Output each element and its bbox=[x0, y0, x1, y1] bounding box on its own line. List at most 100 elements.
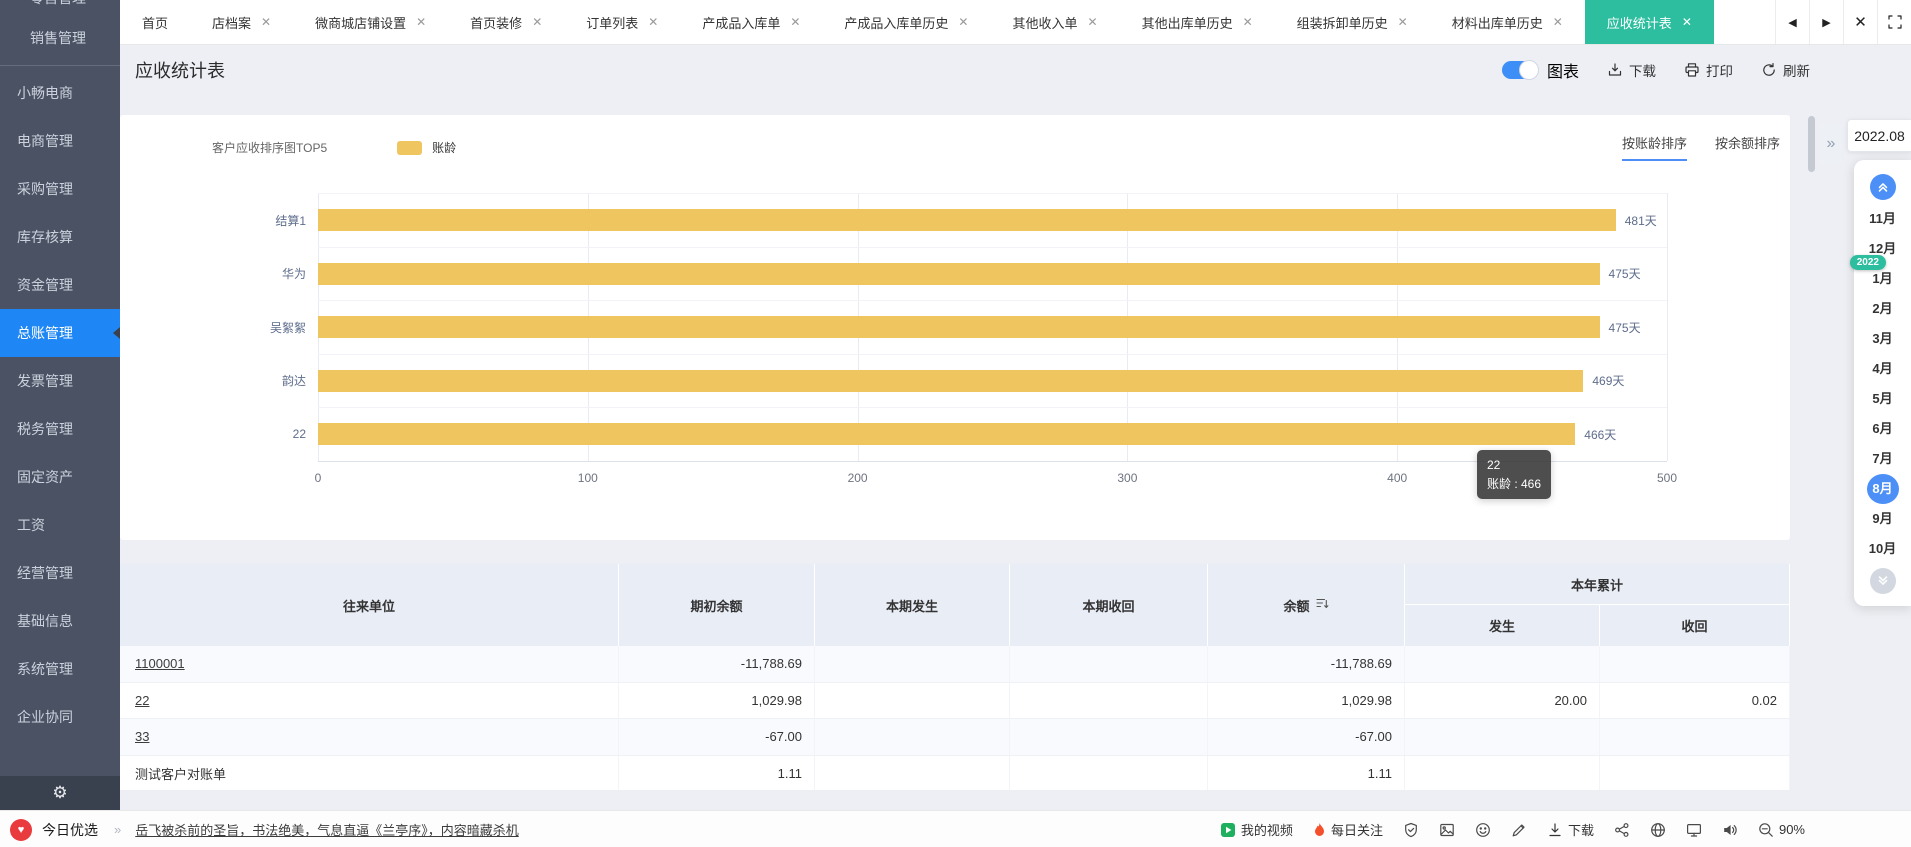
bar-22[interactable] bbox=[318, 423, 1576, 446]
sidebar-item-零售管理[interactable]: 零售管理 bbox=[0, 0, 120, 14]
bar-结算1[interactable] bbox=[318, 209, 1616, 231]
sidebar-footer[interactable]: ⚙ bbox=[0, 776, 120, 810]
col-header-ytd-recovered[interactable]: 收回 bbox=[1600, 605, 1790, 646]
sidebar-item-销售管理[interactable]: 销售管理 bbox=[0, 14, 120, 62]
tab-产成品入库单[interactable]: 产成品入库单 ✕ bbox=[680, 0, 822, 44]
tab-close-icon[interactable]: ✕ bbox=[416, 15, 427, 29]
sidebar-item-电商管理[interactable]: 电商管理 bbox=[0, 117, 120, 165]
sidebar-item-小畅电商[interactable]: 小畅电商 bbox=[0, 69, 120, 117]
shield-button[interactable] bbox=[1403, 822, 1419, 838]
sidebar-item-固定资产[interactable]: 固定资产 bbox=[0, 453, 120, 501]
legend-swatch[interactable] bbox=[397, 140, 423, 155]
emoji-button[interactable] bbox=[1475, 822, 1491, 838]
sidebar-item-企业协同[interactable]: 企业协同 bbox=[0, 693, 120, 741]
sidebar-item-总账管理[interactable]: 总账管理 bbox=[0, 309, 120, 357]
heart-icon[interactable]: ♥ bbox=[10, 818, 32, 841]
zoom-out-item[interactable]: 90% bbox=[1758, 822, 1805, 838]
tab-其他收入单[interactable]: 其他收入单 ✕ bbox=[990, 0, 1119, 44]
month-11月[interactable]: 11月 bbox=[1869, 211, 1896, 226]
tab-店档案[interactable]: 店档案 ✕ bbox=[190, 0, 293, 44]
news-headline-link[interactable]: 岳飞被杀前的圣旨，书法绝美，气息直逼《兰亭序》，内容暗藏杀机 bbox=[135, 823, 519, 838]
month-2月[interactable]: 2月 bbox=[1872, 301, 1893, 316]
bar-韵达[interactable] bbox=[318, 369, 1584, 392]
tab-close-icon[interactable]: ✕ bbox=[790, 15, 801, 29]
sidebar-item-库存核算[interactable]: 库存核算 bbox=[0, 213, 120, 261]
scroll-up-button[interactable] bbox=[1869, 174, 1896, 200]
partner-link[interactable]: 33 bbox=[135, 729, 150, 745]
col-header-partner[interactable]: 往来单位 bbox=[120, 564, 619, 646]
tab-close-icon[interactable]: ✕ bbox=[1397, 15, 1408, 29]
prev-tab-button[interactable]: ◀ bbox=[1775, 0, 1809, 44]
panel-expander-button[interactable]: » bbox=[1820, 124, 1842, 164]
image-button[interactable] bbox=[1439, 822, 1455, 838]
legend-label[interactable]: 账龄 bbox=[432, 141, 457, 155]
partner-link[interactable]: 1100001 bbox=[135, 656, 185, 672]
sort-by-balance-link[interactable]: 按余额排序 bbox=[1714, 136, 1780, 151]
col-header-ytd-incurred[interactable]: 发生 bbox=[1405, 605, 1600, 646]
month-10月[interactable]: 10月 bbox=[1868, 541, 1897, 556]
month-4月[interactable]: 4月 bbox=[1872, 361, 1893, 376]
bar-吴絮絮[interactable] bbox=[318, 316, 1600, 339]
month-3月[interactable]: 3月 bbox=[1872, 331, 1893, 346]
tab-close-icon[interactable]: ✕ bbox=[1087, 15, 1098, 29]
col-header-balance[interactable]: 余额 bbox=[1208, 564, 1405, 646]
scrollbar-thumb[interactable] bbox=[1808, 116, 1815, 172]
col-header-opening-balance[interactable]: 期初余额 bbox=[619, 564, 815, 646]
sidebar-item-采购管理[interactable]: 采购管理 bbox=[0, 165, 120, 213]
tab-首页[interactable]: 首页 bbox=[120, 0, 190, 44]
gear-icon[interactable]: ⚙ bbox=[52, 783, 68, 802]
tab-close-icon[interactable]: ✕ bbox=[1242, 15, 1253, 29]
sidebar-item-资金管理[interactable]: 资金管理 bbox=[0, 261, 120, 309]
sidebar-item-工资[interactable]: 工资 bbox=[0, 501, 120, 549]
tab-close-icon[interactable]: ✕ bbox=[1552, 15, 1563, 29]
month-9月[interactable]: 9月 bbox=[1872, 511, 1893, 526]
month-7月[interactable]: 7月 bbox=[1872, 451, 1893, 466]
col-header-period-incurred[interactable]: 本期发生 bbox=[815, 564, 1010, 646]
refresh-button[interactable]: 刷新 bbox=[1761, 60, 1810, 80]
tab-其他出库单历史[interactable]: 其他出库单历史 ✕ bbox=[1120, 0, 1275, 44]
tab-应收统计表[interactable]: 应收统计表 ✕ bbox=[1584, 0, 1714, 44]
sidebar-item-系统管理[interactable]: 系统管理 bbox=[0, 645, 120, 693]
next-tab-button[interactable]: ▶ bbox=[1809, 0, 1843, 44]
tab-close-icon[interactable]: ✕ bbox=[532, 15, 543, 29]
sort-by-age-link[interactable]: 按账龄排序 bbox=[1621, 133, 1687, 161]
month-5月[interactable]: 5月 bbox=[1872, 391, 1893, 406]
col-header-period-recovered[interactable]: 本期收回 bbox=[1010, 564, 1208, 646]
tab-close-icon[interactable]: ✕ bbox=[1681, 15, 1692, 29]
tab-订单列表[interactable]: 订单列表 ✕ bbox=[564, 0, 680, 44]
speaker-button[interactable] bbox=[1722, 822, 1738, 838]
tab-首页装修[interactable]: 首页装修 ✕ bbox=[448, 0, 564, 44]
tab-close-icon[interactable]: ✕ bbox=[261, 15, 272, 29]
play-item[interactable]: 我的视频 bbox=[1220, 820, 1293, 839]
download-button[interactable]: 下载 bbox=[1607, 60, 1656, 80]
partner-link[interactable]: 22 bbox=[135, 692, 150, 708]
month-12月[interactable]: 12月 bbox=[1868, 241, 1897, 256]
statusbar-brand-label[interactable]: 今日优选 bbox=[42, 821, 98, 838]
month-1月[interactable]: 1月 bbox=[1872, 271, 1893, 286]
monitor-button[interactable] bbox=[1686, 822, 1702, 838]
tab-微商城店铺设置[interactable]: 微商城店铺设置 ✕ bbox=[293, 0, 448, 44]
chart-toggle[interactable] bbox=[1501, 60, 1539, 80]
bar-华为[interactable] bbox=[318, 262, 1600, 285]
chevrons-right-icon[interactable]: » bbox=[114, 822, 122, 837]
share-button[interactable] bbox=[1614, 822, 1630, 838]
sidebar-item-经营管理[interactable]: 经营管理 bbox=[0, 549, 120, 597]
download-arrow-item[interactable]: 下载 bbox=[1547, 820, 1594, 839]
flame-item[interactable]: 每日关注 bbox=[1313, 820, 1383, 839]
current-period-box[interactable]: 2022.08 bbox=[1847, 119, 1911, 152]
tab-材料出库单历史[interactable]: 材料出库单历史 ✕ bbox=[1430, 0, 1585, 44]
tab-close-icon[interactable]: ✕ bbox=[648, 15, 659, 29]
signature-button[interactable] bbox=[1511, 822, 1527, 838]
sidebar-item-发票管理[interactable]: 发票管理 bbox=[0, 357, 120, 405]
close-tabs-button[interactable]: ✕ bbox=[1843, 0, 1877, 44]
tab-组装拆卸单历史[interactable]: 组装拆卸单历史 ✕ bbox=[1275, 0, 1430, 44]
month-8月[interactable]: 8月 bbox=[1866, 474, 1899, 504]
sort-icon[interactable] bbox=[1315, 597, 1329, 613]
month-6月[interactable]: 6月 bbox=[1872, 421, 1893, 436]
tab-close-icon[interactable]: ✕ bbox=[958, 15, 969, 29]
sidebar-item-基础信息[interactable]: 基础信息 bbox=[0, 597, 120, 645]
print-button[interactable]: 打印 bbox=[1684, 60, 1733, 80]
globe-button[interactable] bbox=[1650, 822, 1666, 838]
tab-产成品入库单历史[interactable]: 产成品入库单历史 ✕ bbox=[822, 0, 990, 44]
sidebar-item-税务管理[interactable]: 税务管理 bbox=[0, 405, 120, 453]
